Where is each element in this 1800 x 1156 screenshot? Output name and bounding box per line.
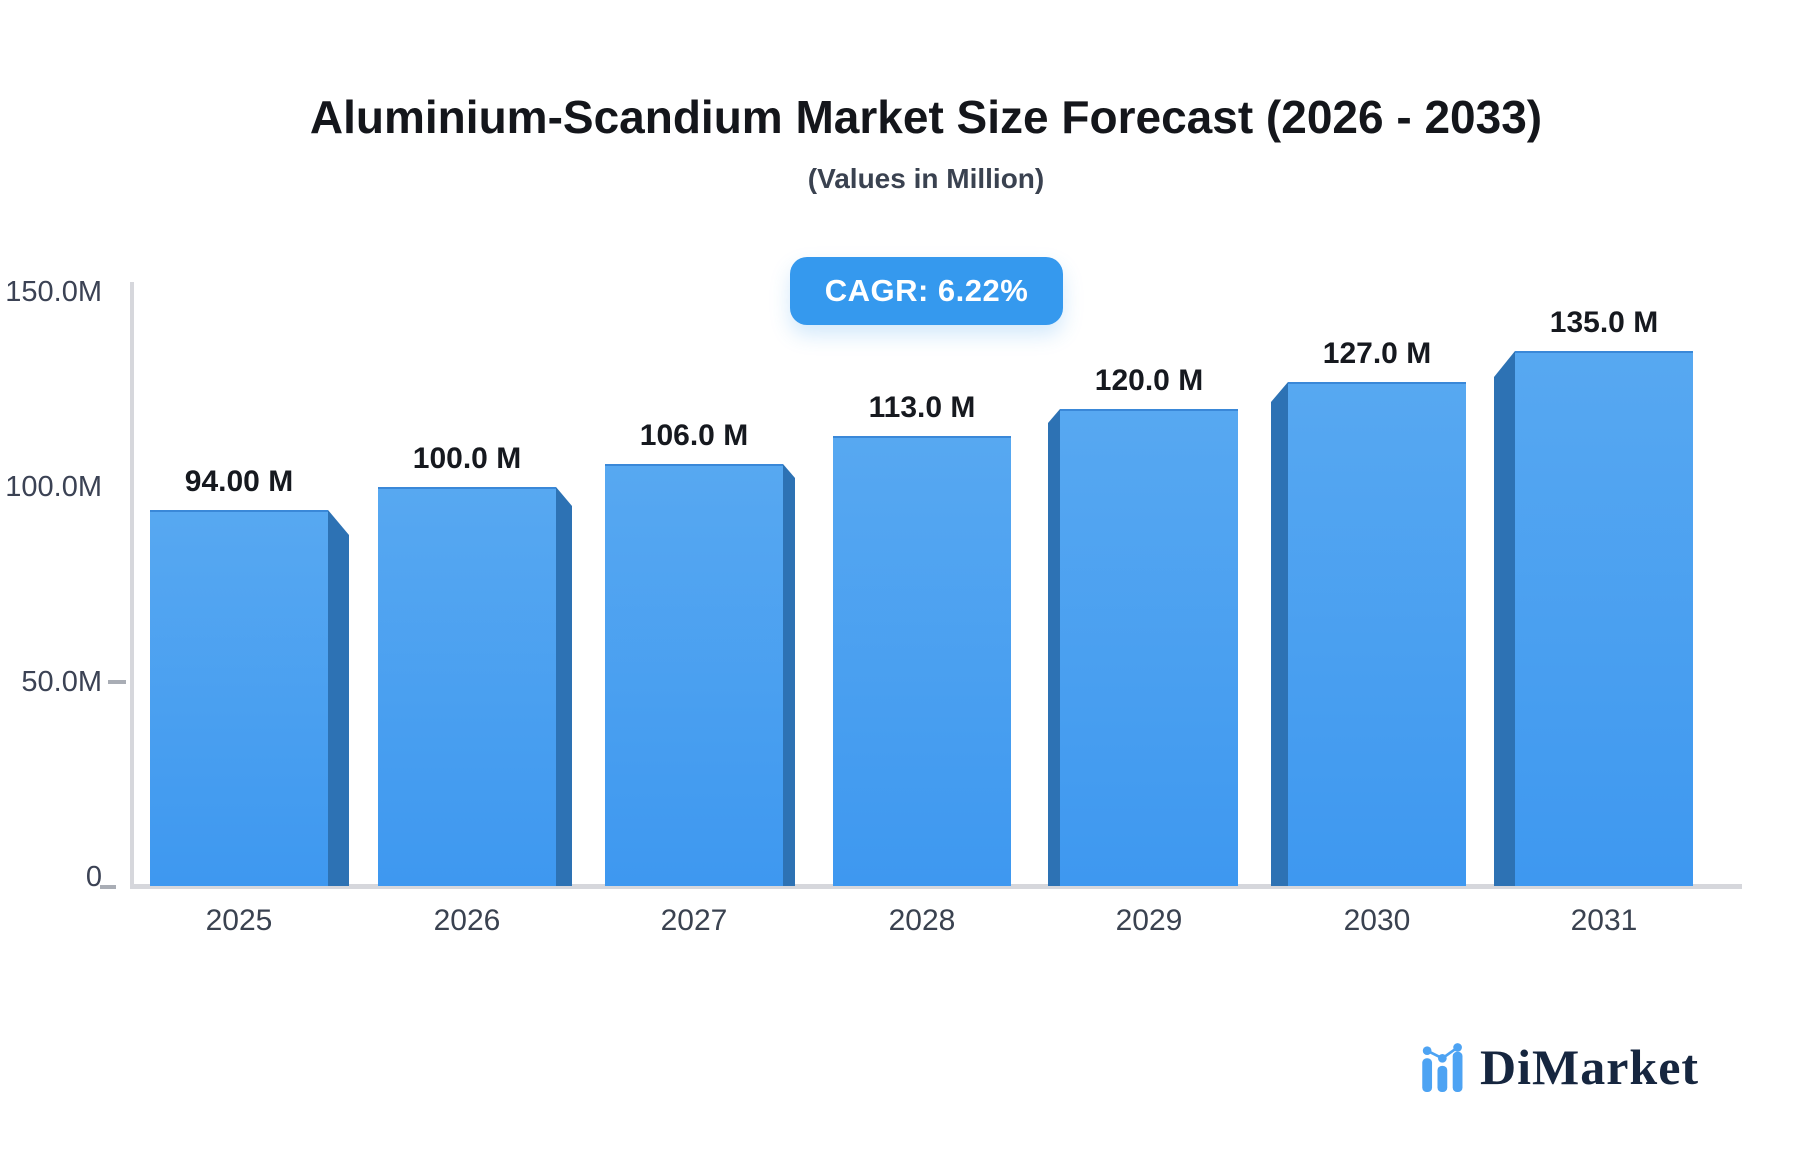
- x-axis-line: [130, 884, 1742, 889]
- y-tick-label-50.0M: 50.0M: [21, 666, 102, 698]
- bar-2026: [378, 487, 556, 886]
- dimarket-logo-icon: [1422, 1043, 1463, 1092]
- dimarket-logo: DiMarket: [1421, 1038, 1699, 1096]
- chart-subtitle: (Values in Million): [807, 163, 1045, 194]
- cagr-badge-label: CAGR: 6.22%: [824, 273, 1029, 308]
- bar-2028: [833, 436, 1011, 886]
- bar-side-3d-2025: [328, 510, 349, 886]
- bar-2030: [1288, 382, 1466, 886]
- x-tick-2025: 2025: [205, 904, 273, 937]
- x-tick-2031: 2031: [1570, 904, 1638, 937]
- bar-value-label-2031: 135.0 M: [1549, 306, 1659, 339]
- y-tick-label-150.0M: 150.0M: [5, 276, 102, 308]
- dimarket-logo-text: DiMarket: [1480, 1039, 1700, 1095]
- x-tick-2026: 2026: [433, 904, 501, 937]
- cagr-badge: CAGR: 6.22%: [790, 257, 1063, 325]
- bar-value-label-2029: 120.0 M: [1094, 364, 1204, 397]
- bar-2027: [605, 464, 783, 886]
- bar-value-label-2026: 100.0 M: [412, 442, 522, 475]
- y-tick-label-0: 0: [85, 861, 102, 893]
- bar-value-label-2028: 113.0 M: [868, 391, 976, 424]
- bar-value-label-2030: 127.0 M: [1322, 337, 1432, 370]
- x-tick-2027: 2027: [660, 904, 728, 937]
- bar-value-label-2025: 94.00 M: [184, 465, 294, 498]
- bar-value-label-2027: 106.0 M: [639, 419, 749, 452]
- y-tick-label-100.0M: 100.0M: [5, 471, 102, 503]
- y-tick-mark: [100, 885, 116, 889]
- bar-side-3d-2027: [783, 464, 795, 886]
- bar-2029: [1060, 409, 1238, 886]
- y-axis-line: [130, 282, 134, 884]
- bar-side-3d-2026: [556, 487, 572, 886]
- x-tick-2030: 2030: [1343, 904, 1411, 937]
- chart-title: Aluminium-Scandium Market Size Forecast …: [309, 91, 1543, 143]
- bar-side-3d-2029: [1048, 409, 1060, 886]
- x-tick-2029: 2029: [1115, 904, 1183, 937]
- y-tick-mark: [108, 680, 126, 684]
- x-tick-2028: 2028: [888, 904, 956, 937]
- bar-2025: [150, 510, 328, 886]
- bar-side-3d-2030: [1271, 382, 1288, 886]
- bar-side-3d-2031: [1494, 351, 1515, 886]
- bar-2031: [1515, 351, 1693, 886]
